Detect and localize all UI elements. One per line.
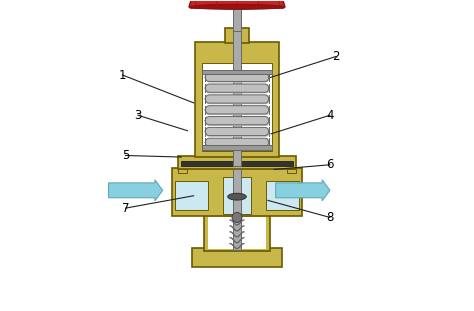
- Bar: [172, 168, 302, 216]
- Bar: [178, 169, 187, 173]
- Bar: [204, 214, 270, 252]
- FancyArrow shape: [276, 180, 330, 201]
- Bar: [192, 248, 282, 267]
- Bar: [178, 156, 296, 169]
- Text: 4: 4: [326, 109, 334, 122]
- Text: 1: 1: [118, 68, 126, 81]
- Bar: [181, 161, 293, 166]
- Text: 5: 5: [122, 149, 129, 162]
- Text: 7: 7: [122, 202, 129, 215]
- Text: 8: 8: [326, 211, 334, 224]
- Bar: [202, 63, 272, 151]
- Bar: [266, 181, 299, 210]
- Ellipse shape: [228, 193, 246, 200]
- Bar: [202, 70, 272, 74]
- Bar: [233, 169, 241, 250]
- Ellipse shape: [191, 4, 283, 9]
- Polygon shape: [189, 0, 285, 8]
- Circle shape: [232, 212, 242, 222]
- Bar: [233, 27, 241, 166]
- Text: 2: 2: [332, 50, 340, 63]
- Bar: [195, 43, 279, 157]
- FancyArrow shape: [109, 180, 163, 201]
- Bar: [225, 28, 249, 43]
- Bar: [223, 177, 251, 214]
- Bar: [208, 217, 266, 249]
- Bar: [233, 7, 241, 31]
- Bar: [175, 181, 208, 210]
- Bar: [287, 169, 296, 173]
- Text: 6: 6: [326, 158, 334, 171]
- Text: 3: 3: [134, 109, 142, 122]
- Bar: [202, 145, 272, 150]
